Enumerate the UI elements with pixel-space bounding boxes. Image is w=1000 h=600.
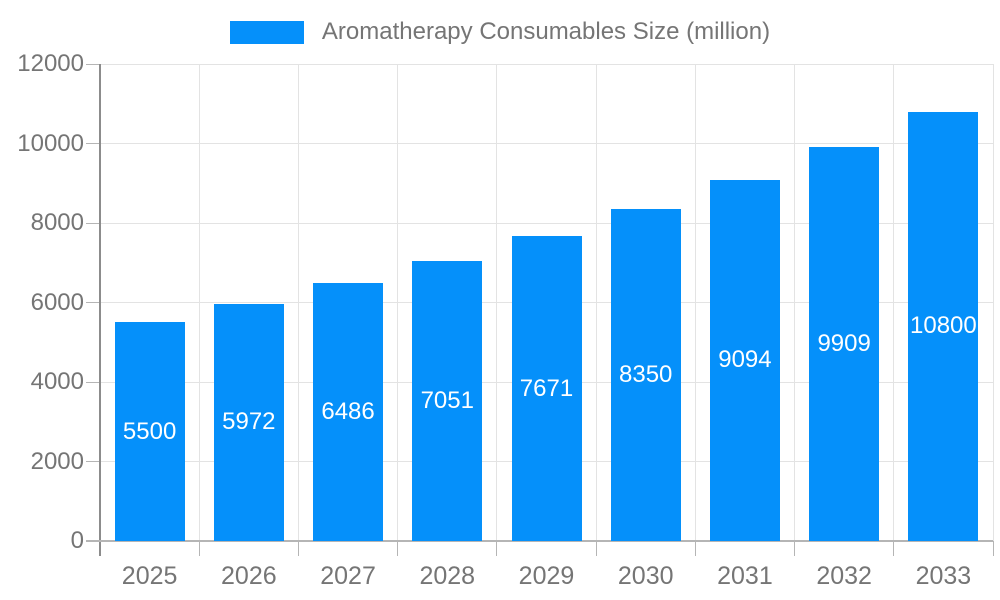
plot-area: 0 2000 4000 6000 8000 10000 12000 5500 5972 6486 7… [17, 50, 994, 556]
x-axis-line [86, 540, 993, 542]
x-gridline [893, 64, 895, 541]
x-axis-label-2028: 2028 [419, 562, 476, 590]
legend[interactable]: Aromatherapy Consumables Size (million) [0, 18, 1000, 46]
x-axis-tick [496, 541, 498, 556]
legend-swatch [229, 20, 304, 44]
x-axis-label-2026: 2026 [221, 562, 277, 590]
x-axis-label-2027: 2027 [320, 562, 376, 590]
bar-value-label: 9909 [817, 330, 871, 358]
y-axis-tick [86, 63, 100, 65]
bar-value-label: 8350 [619, 361, 673, 389]
y-axis-tick [86, 381, 100, 383]
bar-2025[interactable]: 5500 [114, 322, 185, 541]
x-gridline [595, 64, 597, 541]
x-gridline [794, 64, 796, 541]
x-axis-label-2029: 2029 [518, 562, 575, 590]
y-axis-label: 0 [70, 527, 84, 554]
x-axis-label-2025: 2025 [121, 562, 178, 590]
bar-2032[interactable]: 9909 [809, 147, 880, 541]
y-axis-label: 10000 [17, 129, 84, 157]
y-axis-tick [86, 143, 100, 144]
bar-value-label: 7051 [420, 386, 474, 414]
y-axis-label: 4000 [30, 368, 84, 395]
x-axis-tick [595, 541, 597, 556]
y-gridline [100, 63, 993, 65]
x-axis-tick [794, 541, 796, 556]
x-gridline [198, 64, 200, 541]
bar-value-label: 5500 [122, 417, 177, 445]
y-axis-label: 6000 [30, 288, 84, 316]
bar-2026[interactable]: 5972 [213, 303, 284, 541]
x-gridline [397, 64, 399, 541]
bar-value-label: 7671 [519, 374, 574, 402]
x-axis-label-2030: 2030 [617, 562, 674, 590]
x-gridline [297, 64, 299, 541]
x-axis-label-2033: 2033 [915, 562, 972, 590]
x-axis-tick [198, 541, 200, 556]
bar-2033[interactable]: 10800 [908, 111, 979, 541]
bar-value-label: 9094 [718, 346, 772, 374]
legend-label: Aromatherapy Consumables Size (million) [321, 18, 771, 45]
bar-value-label: 5972 [222, 408, 276, 436]
y-axis-label: 12000 [17, 50, 84, 77]
x-gridline [694, 64, 696, 541]
x-axis-tick [893, 541, 895, 556]
x-axis-label-2032: 2032 [816, 562, 872, 590]
bar-2029[interactable]: 7671 [511, 236, 582, 541]
y-axis-tick [86, 222, 100, 224]
x-axis-label-2031: 2031 [717, 562, 773, 590]
y-axis-label: 8000 [30, 209, 84, 236]
bar-value-label: 10800 [910, 312, 977, 340]
x-gridline [496, 64, 498, 541]
y-gridline [100, 222, 993, 224]
bar-value-label: 6486 [321, 398, 375, 426]
y-axis-label: 2000 [30, 447, 84, 475]
bar-2031[interactable]: 9094 [709, 179, 780, 541]
y-axis-tick [86, 302, 100, 303]
y-axis-tick [86, 461, 100, 462]
y-gridline [100, 143, 993, 144]
x-axis-tick [297, 541, 299, 556]
bar-2028[interactable]: 7051 [412, 260, 483, 541]
x-axis-tick [694, 541, 696, 556]
x-gridline [992, 64, 994, 541]
x-axis-tick [397, 541, 399, 556]
bar-2027[interactable]: 6486 [313, 283, 384, 541]
x-axis-tick [992, 541, 994, 556]
y-axis-line [99, 64, 101, 556]
bar-2030[interactable]: 8350 [610, 209, 681, 541]
